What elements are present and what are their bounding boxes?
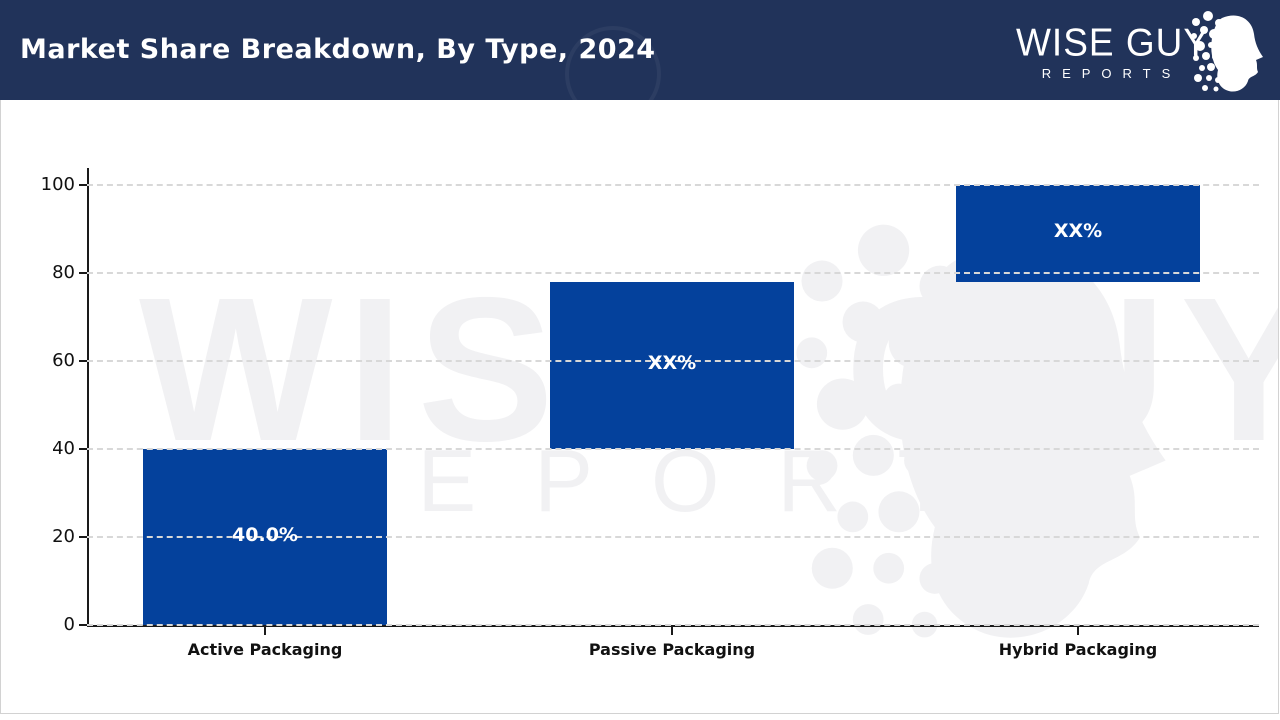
logo-wordmark: WISE GUY: [1016, 20, 1210, 64]
logo-subtitle: REPORTS: [1041, 66, 1182, 81]
x-category-label: Hybrid Packaging: [998, 640, 1158, 659]
y-tick-label: 0: [63, 614, 75, 635]
gridline: [87, 360, 1259, 362]
chart-card: WISE GUY REPORTS 40.0%XX%XX%020406080100…: [0, 100, 1279, 714]
x-category-label: Active Packaging: [187, 640, 343, 659]
bar-value-label: XX%: [647, 352, 697, 375]
y-tick-label: 100: [40, 174, 75, 195]
bar-value-label: 40.0%: [232, 524, 298, 546]
chart: 40.0% XX% XX% 0 20 40 60 80 100 Active Packaging P…: [1, 100, 1278, 713]
y-tick-mark: [79, 360, 87, 362]
gridline: [87, 536, 1259, 538]
x-tick-mark: [671, 627, 673, 635]
x-tick-mark: [264, 627, 266, 635]
logo-text: WISE GUY REPORTS: [1016, 20, 1210, 81]
header-decor-circle: [565, 26, 661, 122]
y-tick-label: 40: [52, 438, 75, 459]
wise-guy-reports-logo: WISE GUY REPORTS: [1016, 6, 1266, 96]
x-category-label: Passive Packaging: [588, 640, 756, 659]
gridline: [87, 184, 1259, 186]
gridline: [87, 624, 1259, 626]
y-tick-label: 60: [52, 350, 75, 371]
bar-value-label: XX%: [1053, 220, 1103, 243]
logo-face-icon: [1191, 11, 1263, 92]
page-title: Market Share Breakdown, By Type, 2024: [20, 34, 656, 65]
y-axis-spine: [87, 168, 89, 627]
y-tick-mark: [79, 536, 87, 538]
header: Market Share Breakdown, By Type, 2024 WI…: [0, 0, 1280, 122]
x-axis-line: [87, 625, 1259, 627]
y-tick-label: 20: [52, 526, 75, 547]
y-tick-label: 80: [52, 262, 75, 283]
gridline: [87, 448, 1259, 450]
y-tick-mark: [79, 448, 87, 450]
gridline: [87, 272, 1259, 274]
bar-segment: [550, 281, 794, 449]
y-tick-mark: [79, 272, 87, 274]
y-tick-mark: [79, 184, 87, 186]
x-tick-mark: [1077, 627, 1079, 635]
y-tick-mark: [79, 624, 87, 626]
